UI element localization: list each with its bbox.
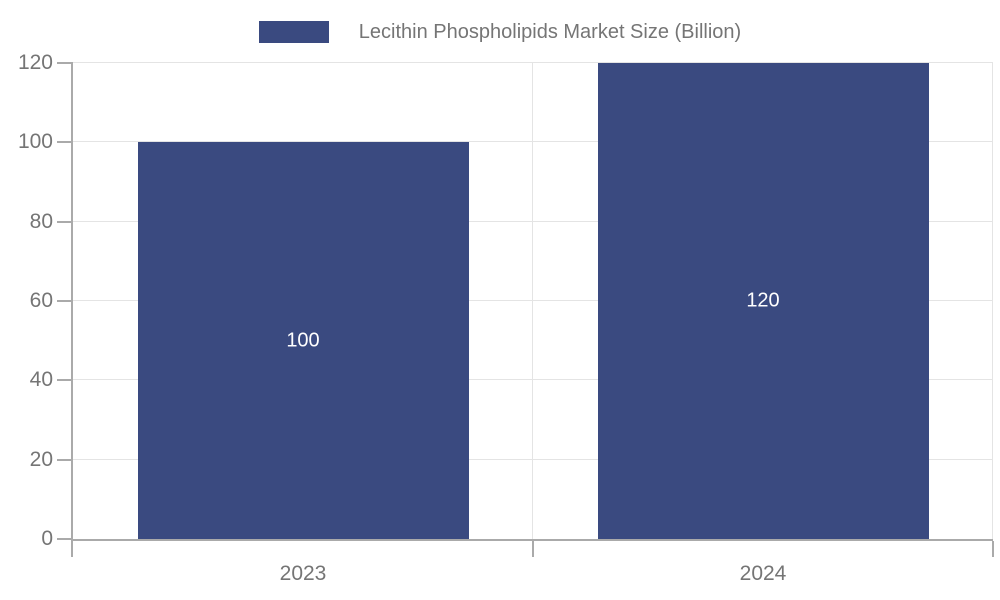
legend-label: Lecithin Phospholipids Market Size (Bill… bbox=[358, 21, 742, 43]
gridline-h bbox=[73, 458, 993, 460]
legend[interactable]: Lecithin Phospholipids Market Size (Bill… bbox=[0, 19, 1000, 45]
y-axis-tick bbox=[57, 141, 73, 144]
y-axis-tick-label: 80 bbox=[29, 209, 53, 233]
y-axis-tick-label: 120 bbox=[17, 51, 53, 74]
x-axis-line bbox=[71, 539, 993, 541]
x-axis-tick-label: 2023 bbox=[279, 562, 327, 585]
y-axis-tick bbox=[57, 458, 73, 461]
y-axis-tick-label: 40 bbox=[29, 368, 53, 392]
y-axis-line bbox=[71, 63, 73, 557]
bar-value-label: 100 bbox=[286, 329, 320, 352]
gridline-h bbox=[73, 220, 993, 222]
legend-swatch bbox=[258, 21, 329, 43]
y-axis-tick-label: 60 bbox=[29, 289, 53, 312]
bar-2023[interactable] bbox=[138, 142, 469, 539]
y-axis-tick-label: 20 bbox=[29, 447, 53, 471]
gridline-h bbox=[73, 379, 993, 381]
y-axis-tick bbox=[57, 538, 73, 540]
x-axis-tick-label: 2024 bbox=[739, 562, 787, 585]
y-axis-tick bbox=[57, 300, 73, 302]
y-axis-tick bbox=[57, 220, 73, 223]
x-axis-tick bbox=[532, 541, 534, 557]
y-axis-tick bbox=[57, 379, 73, 382]
gridline-h bbox=[73, 141, 993, 143]
y-axis-tick bbox=[57, 62, 73, 64]
gridline-h bbox=[73, 300, 993, 301]
gridline-v bbox=[532, 63, 533, 539]
y-axis-tick-label: 0 bbox=[41, 527, 53, 550]
bar-2024[interactable] bbox=[598, 63, 929, 539]
bar-value-label: 120 bbox=[746, 289, 780, 312]
y-axis-tick-label: 100 bbox=[17, 130, 53, 154]
gridline-v bbox=[992, 63, 993, 539]
gridline-h bbox=[73, 62, 993, 63]
x-axis-tick bbox=[992, 541, 994, 557]
